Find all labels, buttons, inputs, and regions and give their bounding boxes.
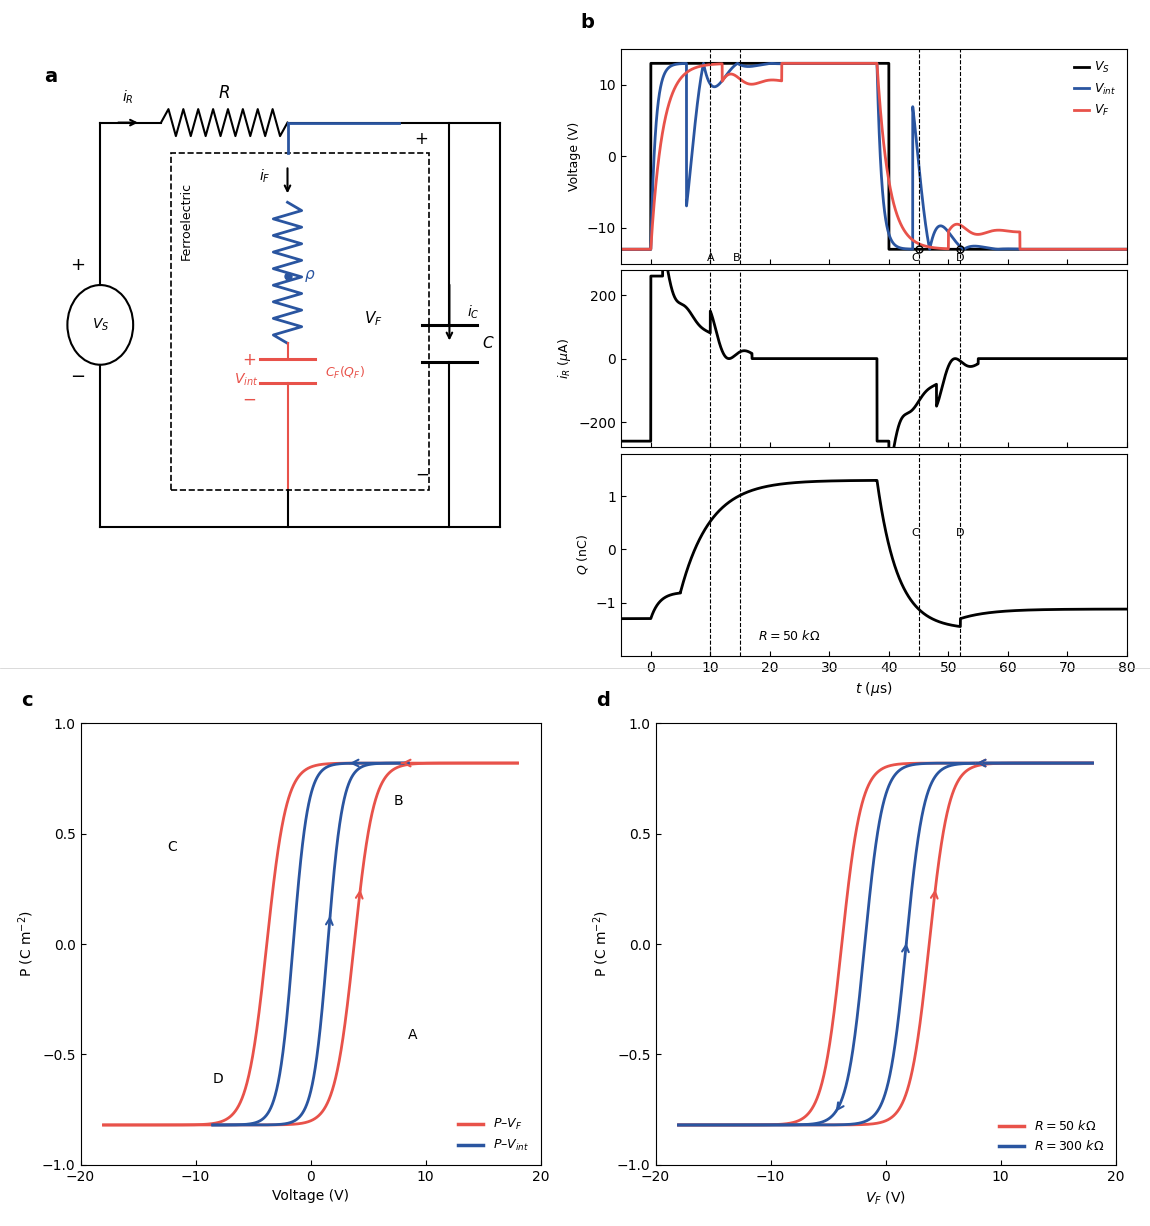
X-axis label: Voltage (V): Voltage (V) xyxy=(273,1189,348,1203)
Y-axis label: Voltage (V): Voltage (V) xyxy=(568,121,582,191)
Text: +: + xyxy=(70,256,85,273)
Text: B: B xyxy=(734,253,741,262)
Text: D: D xyxy=(956,528,965,538)
Text: $i_C$: $i_C$ xyxy=(467,304,480,321)
Text: $V_S$: $V_S$ xyxy=(92,316,109,333)
Text: $-$: $-$ xyxy=(242,390,256,407)
Text: $-$: $-$ xyxy=(70,367,85,384)
Text: B: B xyxy=(393,794,402,808)
Text: a: a xyxy=(45,67,58,86)
Y-axis label: P (C m$^{-2}$): P (C m$^{-2}$) xyxy=(592,911,612,977)
Text: $R = 50\ k\Omega$: $R = 50\ k\Omega$ xyxy=(758,629,820,642)
Bar xyxy=(171,153,429,490)
Text: $V_F$: $V_F$ xyxy=(365,309,383,329)
Text: $i_F$: $i_F$ xyxy=(259,168,270,185)
Text: $-$: $-$ xyxy=(414,465,429,482)
Text: d: d xyxy=(596,690,610,710)
Text: b: b xyxy=(581,12,595,32)
Text: $i_R$: $i_R$ xyxy=(122,88,133,105)
Text: Ferroelectric: Ferroelectric xyxy=(181,181,193,260)
Text: C: C xyxy=(912,253,920,262)
Legend: $V_S$, $V_{int}$, $V_F$: $V_S$, $V_{int}$, $V_F$ xyxy=(1068,55,1121,123)
Text: $C$: $C$ xyxy=(482,335,494,352)
X-axis label: $t$ ($\mu$s): $t$ ($\mu$s) xyxy=(856,680,892,699)
Y-axis label: $i_R$ ($\mu$A): $i_R$ ($\mu$A) xyxy=(555,338,573,379)
Text: +: + xyxy=(242,352,255,369)
Text: D: D xyxy=(956,253,965,262)
Text: C: C xyxy=(912,528,920,538)
Text: C: C xyxy=(167,840,176,855)
Text: $\rho$: $\rho$ xyxy=(304,267,315,284)
Text: $C_F(Q_F)$: $C_F(Q_F)$ xyxy=(325,364,366,381)
Text: D: D xyxy=(213,1072,223,1086)
Text: A: A xyxy=(408,1027,417,1042)
X-axis label: $V_F$ (V): $V_F$ (V) xyxy=(865,1189,906,1206)
Y-axis label: P (C m$^{-2}$): P (C m$^{-2}$) xyxy=(17,911,37,977)
Y-axis label: $Q$ (nC): $Q$ (nC) xyxy=(575,535,590,575)
Text: $R$: $R$ xyxy=(218,85,230,102)
Legend: $R = 50\ k\Omega$, $R = 300\ k\Omega$: $R = 50\ k\Omega$, $R = 300\ k\Omega$ xyxy=(994,1114,1110,1159)
Text: $V_{int}$: $V_{int}$ xyxy=(235,371,259,389)
Text: A: A xyxy=(706,253,714,262)
Text: c: c xyxy=(21,690,32,710)
Legend: $P$–$V_F$, $P$–$V_{int}$: $P$–$V_F$, $P$–$V_{int}$ xyxy=(453,1112,535,1159)
Text: +: + xyxy=(415,130,429,148)
